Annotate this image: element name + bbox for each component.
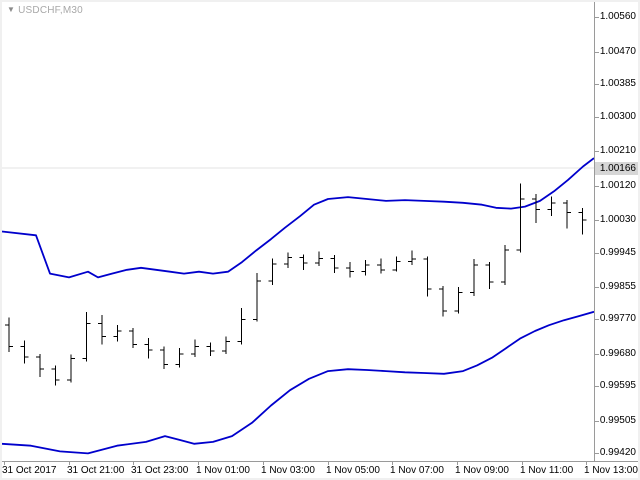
price-axis-tick	[595, 84, 599, 85]
price-axis-label: 0.99945	[599, 247, 636, 258]
price-axis-label: 1.00030	[599, 214, 636, 225]
price-axis-tick	[595, 319, 599, 320]
price-axis-label: 0.99680	[599, 348, 636, 359]
time-axis-tick	[4, 462, 5, 465]
time-axis-label: 31 Oct 21:00	[67, 465, 125, 476]
time-axis-tick	[133, 462, 134, 465]
price-axis-label: 0.99595	[599, 380, 636, 391]
bid-price-badge: 1.00166	[595, 162, 638, 175]
price-axis-tick	[595, 17, 599, 18]
upper-band-line	[2, 157, 594, 279]
time-axis[interactable]: 31 Oct 2017 31 Oct 21:00 31 Oct 23:00 1 Nov…	[2, 461, 638, 478]
time-axis-tick	[198, 462, 199, 465]
price-axis-tick	[595, 253, 599, 254]
time-axis-tick	[586, 462, 587, 465]
price-axis-tick	[595, 220, 599, 221]
lower-band-line	[2, 310, 594, 455]
price-axis-tick	[595, 117, 599, 118]
time-axis-label: 1 Nov 11:00	[520, 465, 574, 476]
price-axis-tick	[595, 52, 599, 53]
price-axis-label: 1.00120	[599, 180, 636, 191]
price-axis-label: 1.00210	[599, 145, 636, 156]
price-axis-label: 1.00300	[599, 111, 636, 122]
time-axis-tick	[69, 462, 70, 465]
time-axis-label: 31 Oct 2017	[2, 465, 57, 476]
price-axis-tick	[595, 386, 599, 387]
price-axis-tick	[595, 186, 599, 187]
time-axis-tick	[392, 462, 393, 465]
time-axis-label: 1 Nov 07:00	[390, 465, 444, 476]
time-axis-label: 1 Nov 13:00	[584, 465, 638, 476]
symbol-timeframe-label: ▼ USDCHF,M30	[7, 5, 83, 16]
price-axis-tick	[595, 151, 599, 152]
time-axis-tick	[328, 462, 329, 465]
price-axis-label: 1.00470	[599, 46, 636, 57]
chart-marker-icon: ▼	[7, 5, 16, 14]
chart-plot-area[interactable]: ▼ USDCHF,M30	[2, 2, 594, 461]
time-axis-label: 31 Oct 23:00	[131, 465, 189, 476]
time-axis-label: 1 Nov 09:00	[455, 465, 509, 476]
price-axis-tick	[595, 354, 599, 355]
price-axis-label: 0.99770	[599, 313, 636, 324]
price-axis-tick	[595, 287, 599, 288]
price-axis[interactable]: 1.00166 1.00560 1.00470 1.00385 1.00300 1.00…	[594, 2, 638, 461]
symbol-timeframe-text: USDCHF,M30	[18, 5, 83, 16]
price-axis-tick	[595, 453, 599, 454]
time-axis-label: 1 Nov 01:00	[196, 465, 250, 476]
time-axis-tick	[457, 462, 458, 465]
price-axis-label: 1.00560	[599, 11, 636, 22]
chart-canvas[interactable]	[2, 2, 594, 461]
price-axis-label: 0.99420	[599, 447, 636, 458]
ohlc-bars	[5, 183, 587, 386]
price-axis-label: 1.00385	[599, 78, 636, 89]
time-axis-label: 1 Nov 03:00	[261, 465, 315, 476]
price-axis-label: 0.99505	[599, 415, 636, 426]
price-axis-tick	[595, 421, 599, 422]
time-axis-tick	[522, 462, 523, 465]
price-axis-label: 0.99855	[599, 281, 636, 292]
time-axis-tick	[263, 462, 264, 465]
time-axis-label: 1 Nov 05:00	[326, 465, 380, 476]
